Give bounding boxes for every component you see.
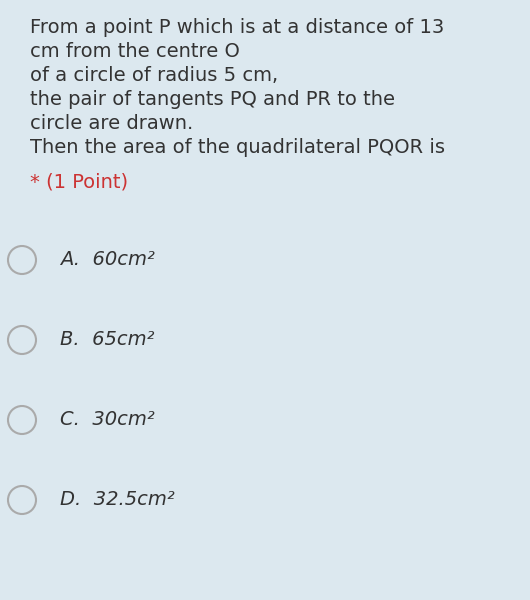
Text: the pair of tangents PQ and PR to the: the pair of tangents PQ and PR to the <box>30 90 395 109</box>
Text: cm from the centre O: cm from the centre O <box>30 42 240 61</box>
Text: B.  65cm²: B. 65cm² <box>60 330 155 349</box>
Text: Then the area of the quadrilateral PQOR is: Then the area of the quadrilateral PQOR … <box>30 138 445 157</box>
Text: A.  60cm²: A. 60cm² <box>60 250 155 269</box>
Text: From a point P which is at a distance of 13: From a point P which is at a distance of… <box>30 18 444 37</box>
Text: of a circle of radius 5 cm,: of a circle of radius 5 cm, <box>30 66 278 85</box>
Text: D.  32.5cm²: D. 32.5cm² <box>60 490 175 509</box>
Text: circle are drawn.: circle are drawn. <box>30 114 193 133</box>
Text: * (1 Point): * (1 Point) <box>30 172 128 191</box>
Text: C.  30cm²: C. 30cm² <box>60 410 155 429</box>
